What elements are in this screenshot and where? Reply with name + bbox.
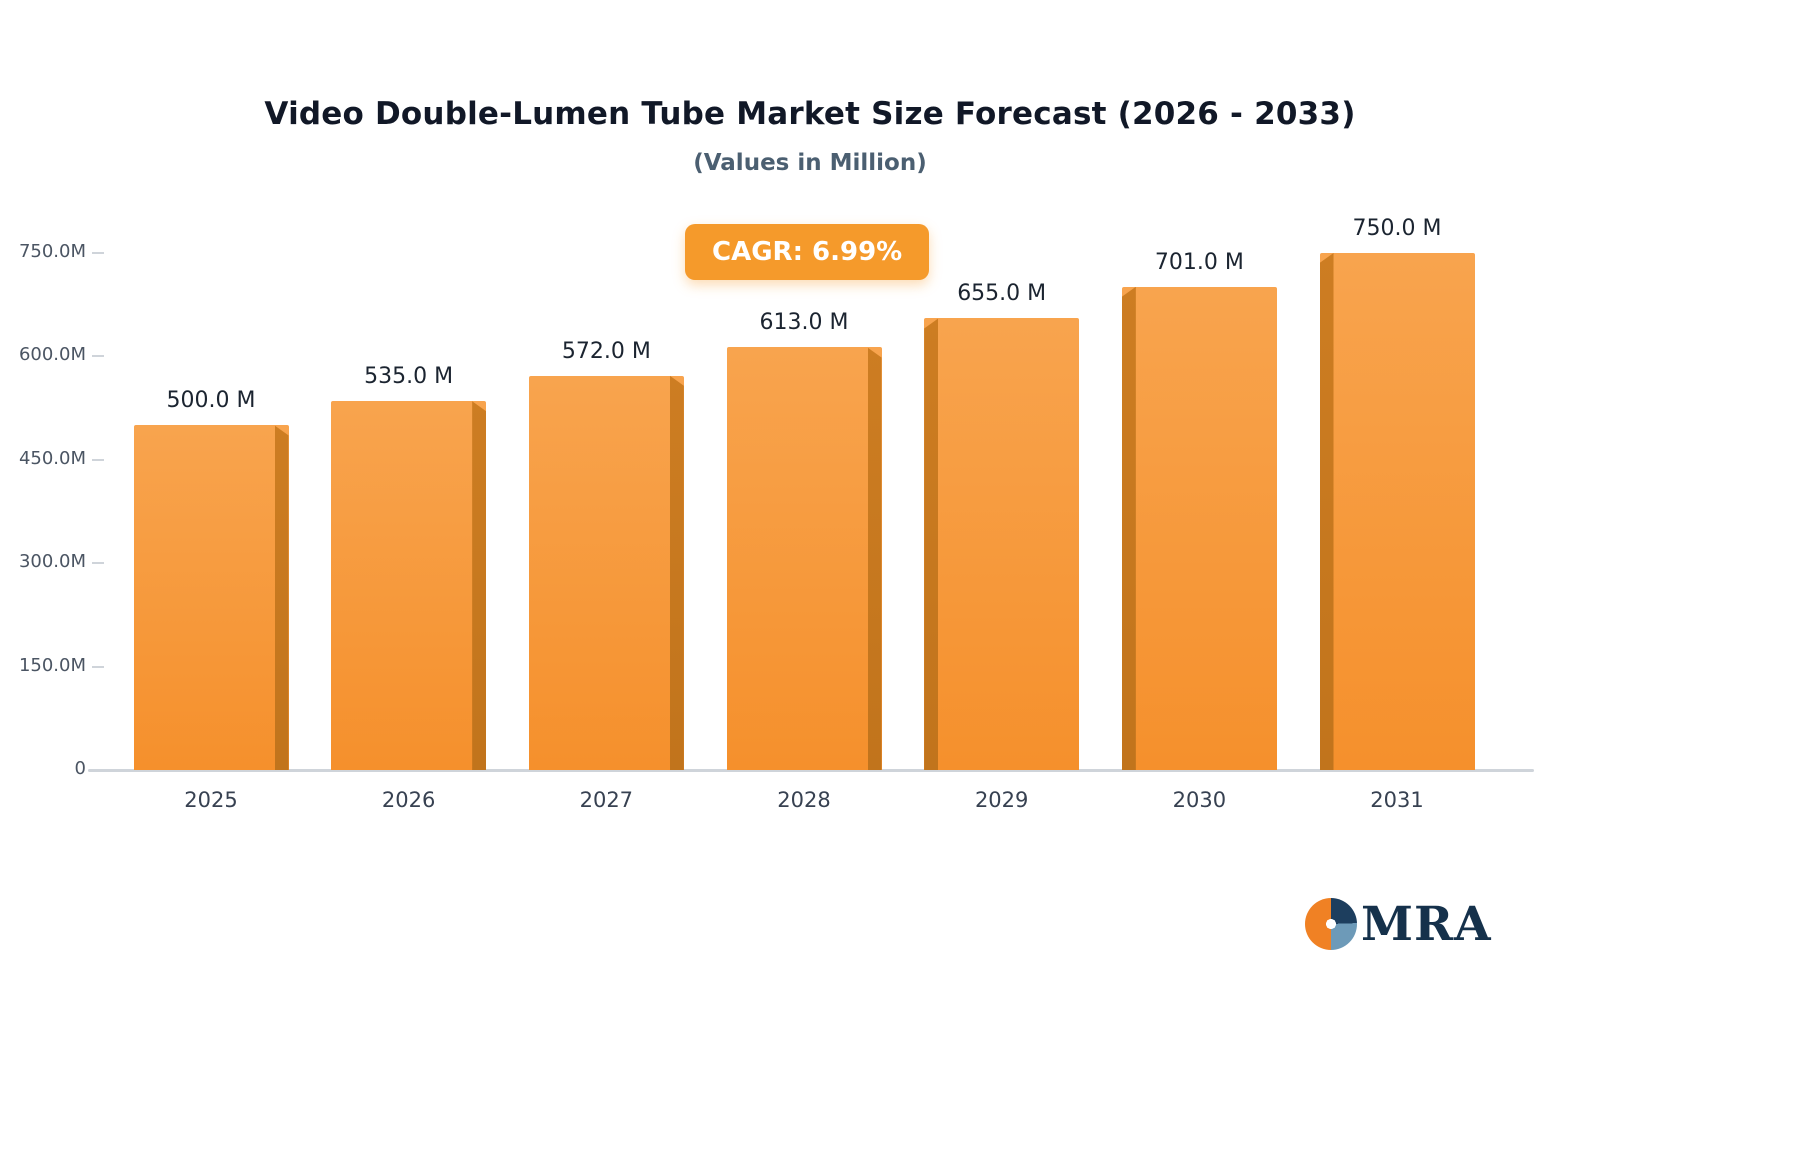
x-tick-label-2028: 2028	[777, 788, 831, 812]
x-tick-label-2029: 2029	[974, 788, 1029, 812]
bar-2028	[726, 347, 882, 770]
x-tick-label-2027: 2027	[579, 788, 634, 812]
y-tick-mark	[92, 458, 104, 461]
bar-shade	[669, 375, 684, 770]
bar-2030	[1121, 286, 1277, 770]
x-tick-label-2025: 2025	[184, 788, 238, 812]
mra-logo-text: MRA	[1361, 896, 1492, 952]
y-tick-mark	[92, 665, 104, 668]
x-axis-baseline	[88, 769, 1534, 772]
bar-shade	[924, 318, 939, 770]
bar-value-label: 655.0 M	[957, 281, 1047, 307]
bar-value-label: 701.0 M	[1154, 249, 1244, 275]
bar-2031	[1319, 253, 1475, 770]
mra-logo-icon	[1305, 898, 1357, 950]
bar-value-label: 500.0 M	[166, 388, 256, 414]
chart-subtitle: (Values in Million)	[693, 150, 927, 176]
bar-shade	[867, 347, 882, 770]
bar-value-label: 572.0 M	[561, 338, 651, 364]
y-tick-label: 150.0M	[18, 654, 86, 676]
bar-2029	[924, 318, 1080, 770]
y-tick-label: 300.0M	[18, 551, 86, 573]
bar-shade	[472, 401, 487, 770]
bar-value-label: 750.0 M	[1352, 216, 1442, 241]
bar-shade	[1121, 286, 1136, 770]
bar-2027	[528, 375, 684, 770]
y-tick-mark	[92, 252, 104, 254]
y-tick-mark	[92, 355, 104, 358]
y-tick-label: 450.0M	[18, 447, 86, 469]
bar-value-label: 535.0 M	[364, 364, 454, 390]
y-tick-label: 750.0M	[18, 241, 86, 262]
x-tick-label-2031: 2031	[1370, 788, 1424, 812]
y-tick-mark	[92, 562, 104, 565]
bar-2025	[133, 425, 289, 770]
mra-logo: MRA	[1305, 898, 1492, 950]
bar-shade	[274, 425, 289, 770]
y-tick-label: 0	[74, 758, 86, 779]
bar-2026	[331, 401, 487, 770]
bar-value-label: 613.0 M	[759, 310, 849, 336]
y-tick-label: 600.0M	[18, 344, 86, 366]
cagr-badge: CAGR: 6.99%	[685, 224, 930, 280]
x-tick-label-2030: 2030	[1172, 788, 1227, 812]
chart-title: Video Double-Lumen Tube Market Size Fore…	[264, 96, 1356, 132]
bar-shade	[1319, 253, 1334, 770]
x-tick-label-2026: 2026	[381, 788, 436, 812]
